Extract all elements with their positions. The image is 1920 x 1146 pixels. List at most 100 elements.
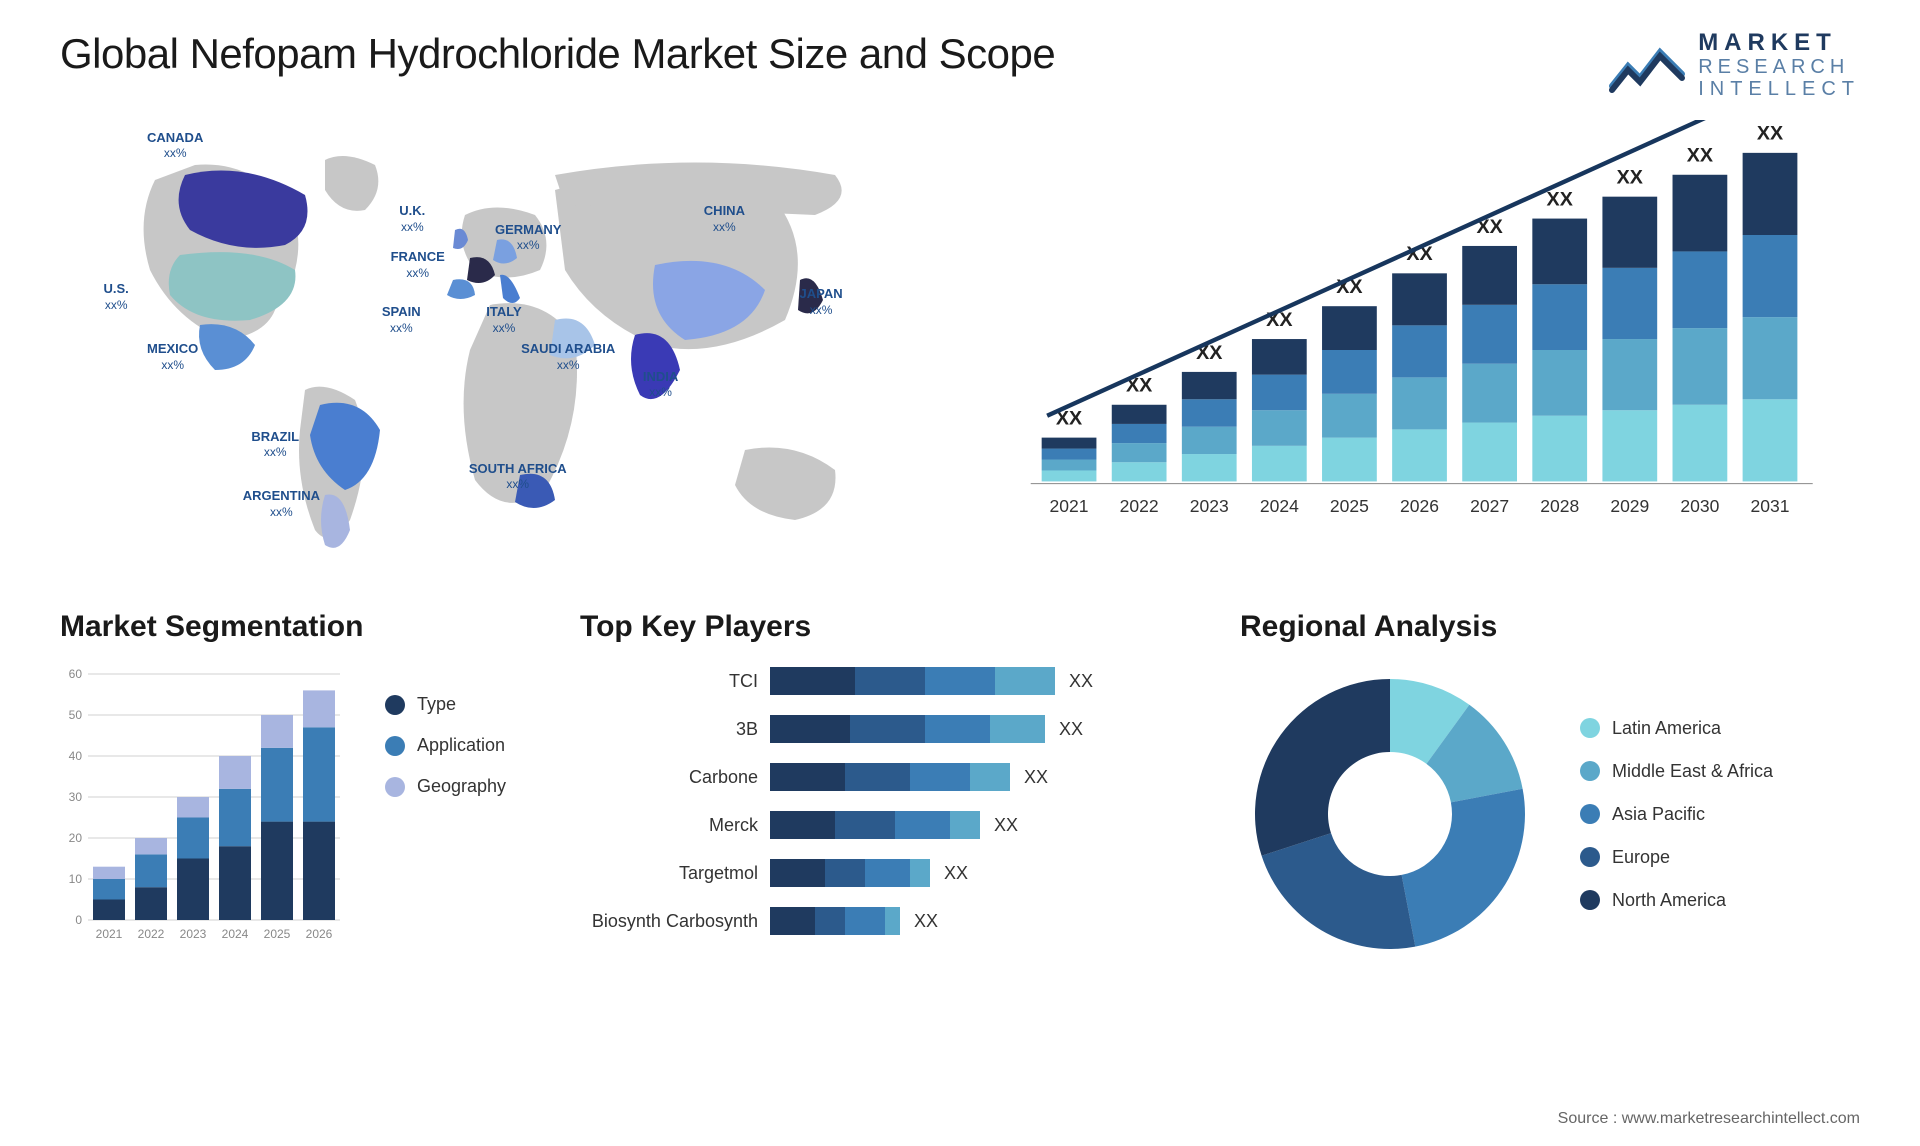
legend-item: Middle East & Africa bbox=[1580, 761, 1773, 782]
player-row: Biosynth Carbosynth XX bbox=[580, 904, 1200, 938]
map-label: MEXICOxx% bbox=[147, 341, 198, 372]
legend-item: Europe bbox=[1580, 847, 1773, 868]
player-bar-segment bbox=[950, 811, 980, 839]
player-bar bbox=[770, 859, 930, 887]
player-bar-segment bbox=[835, 811, 895, 839]
player-row: TargetmolXX bbox=[580, 856, 1200, 890]
legend-dot-icon bbox=[385, 695, 405, 715]
player-name: TCI bbox=[580, 671, 770, 692]
map-label: ITALYxx% bbox=[486, 304, 521, 335]
legend-label: Middle East & Africa bbox=[1612, 761, 1773, 782]
legend-dot-icon bbox=[385, 777, 405, 797]
legend-label: Asia Pacific bbox=[1612, 804, 1705, 825]
legend-dot-icon bbox=[1580, 890, 1600, 910]
svg-text:2021: 2021 bbox=[96, 927, 123, 941]
regional-legend: Latin America Middle East & Africa Asia Pa… bbox=[1580, 718, 1773, 911]
player-bar bbox=[770, 811, 980, 839]
segmentation-svg: 0102030405060202120222023202420252026 bbox=[60, 664, 360, 964]
player-bar-segment bbox=[855, 667, 925, 695]
regional-panel: Regional Analysis Latin America Middle Ea… bbox=[1240, 610, 1860, 1080]
svg-text:50: 50 bbox=[69, 708, 83, 722]
player-value: XX bbox=[1069, 671, 1093, 692]
growth-chart-svg: XX2021XX2022XX2023XX2024XX2025XX2026XX20… bbox=[990, 120, 1860, 580]
player-value: XX bbox=[914, 911, 938, 932]
logo-mark-icon bbox=[1608, 36, 1686, 94]
player-bar-segment bbox=[770, 811, 835, 839]
legend-dot-icon bbox=[1580, 804, 1600, 824]
player-bar-segment bbox=[770, 763, 845, 791]
svg-text:40: 40 bbox=[69, 749, 83, 763]
segmentation-title: Market Segmentation bbox=[60, 610, 540, 644]
top-section: CANADAxx%U.S.xx%MEXICOxx%BRAZILxx%ARGENT… bbox=[0, 120, 1920, 580]
logo-line-2: RESEARCH bbox=[1698, 56, 1860, 78]
player-bar-segment bbox=[770, 907, 815, 935]
player-bar-segment bbox=[850, 715, 925, 743]
svg-text:2025: 2025 bbox=[1330, 496, 1369, 516]
regional-title: Regional Analysis bbox=[1240, 610, 1860, 644]
player-bar bbox=[770, 715, 1045, 743]
player-bar-segment bbox=[865, 859, 910, 887]
svg-text:XX: XX bbox=[1687, 145, 1713, 167]
bottom-section: Market Segmentation 01020304050602021202… bbox=[0, 580, 1920, 1080]
player-bar-segment bbox=[910, 763, 970, 791]
segmentation-chart: 0102030405060202120222023202420252026 bbox=[60, 664, 360, 969]
player-bar bbox=[770, 667, 1055, 695]
player-bar-segment bbox=[990, 715, 1045, 743]
source-label: Source : www.marketresearchintellect.com bbox=[1558, 1110, 1860, 1128]
player-name: Carbone bbox=[580, 767, 770, 788]
svg-text:2025: 2025 bbox=[264, 927, 291, 941]
players-chart: TCI XX 3BXX Carbone XX Merck XX TargetmolXX Bios… bbox=[580, 664, 1200, 938]
legend-label: Latin America bbox=[1612, 718, 1721, 739]
legend-label: Europe bbox=[1612, 847, 1670, 868]
segmentation-panel: Market Segmentation 01020304050602021202… bbox=[60, 610, 540, 1080]
legend-dot-icon bbox=[1580, 847, 1600, 867]
svg-text:2021: 2021 bbox=[1050, 496, 1089, 516]
player-bar-segment bbox=[770, 667, 855, 695]
map-label: U.K.xx% bbox=[399, 203, 425, 234]
svg-text:30: 30 bbox=[69, 790, 83, 804]
svg-text:2031: 2031 bbox=[1751, 496, 1790, 516]
player-name: Merck bbox=[580, 815, 770, 836]
donut-chart bbox=[1240, 664, 1540, 964]
header: Global Nefopam Hydrochloride Market Size… bbox=[0, 0, 1920, 120]
player-bar bbox=[770, 763, 1010, 791]
map-label: SAUDI ARABIAxx% bbox=[521, 341, 615, 372]
svg-text:2029: 2029 bbox=[1610, 496, 1649, 516]
legend-label: Geography bbox=[417, 776, 506, 797]
player-bar-segment bbox=[770, 715, 850, 743]
map-label: GERMANYxx% bbox=[495, 222, 561, 253]
legend-item: Asia Pacific bbox=[1580, 804, 1773, 825]
player-bar-segment bbox=[770, 859, 825, 887]
player-value: XX bbox=[994, 815, 1018, 836]
legend-label: Application bbox=[417, 735, 505, 756]
map-label: JAPANxx% bbox=[800, 286, 843, 317]
legend-item: Latin America bbox=[1580, 718, 1773, 739]
player-row: 3BXX bbox=[580, 712, 1200, 746]
legend-item: North America bbox=[1580, 890, 1773, 911]
svg-text:2023: 2023 bbox=[1190, 496, 1229, 516]
player-bar-segment bbox=[970, 763, 1010, 791]
legend-item: Type bbox=[385, 694, 506, 715]
svg-text:2030: 2030 bbox=[1680, 496, 1719, 516]
svg-text:2023: 2023 bbox=[180, 927, 207, 941]
map-label: U.S.xx% bbox=[104, 281, 129, 312]
map-label: ARGENTINAxx% bbox=[243, 488, 320, 519]
svg-text:2026: 2026 bbox=[1400, 496, 1439, 516]
segmentation-legend: Type Application Geography bbox=[385, 664, 506, 969]
map-label: INDIAxx% bbox=[643, 369, 678, 400]
legend-label: Type bbox=[417, 694, 456, 715]
map-label: SPAINxx% bbox=[382, 304, 421, 335]
legend-item: Geography bbox=[385, 776, 506, 797]
player-name: Biosynth Carbosynth bbox=[580, 911, 770, 932]
map-label: CHINAxx% bbox=[704, 203, 745, 234]
player-bar bbox=[770, 907, 900, 935]
svg-text:20: 20 bbox=[69, 831, 83, 845]
player-bar-segment bbox=[895, 811, 950, 839]
map-label: SOUTH AFRICAxx% bbox=[469, 461, 567, 492]
legend-dot-icon bbox=[1580, 761, 1600, 781]
player-bar-segment bbox=[885, 907, 900, 935]
svg-text:2024: 2024 bbox=[222, 927, 249, 941]
page-title: Global Nefopam Hydrochloride Market Size… bbox=[60, 30, 1055, 78]
legend-label: North America bbox=[1612, 890, 1726, 911]
growth-chart: XX2021XX2022XX2023XX2024XX2025XX2026XX20… bbox=[990, 120, 1860, 580]
